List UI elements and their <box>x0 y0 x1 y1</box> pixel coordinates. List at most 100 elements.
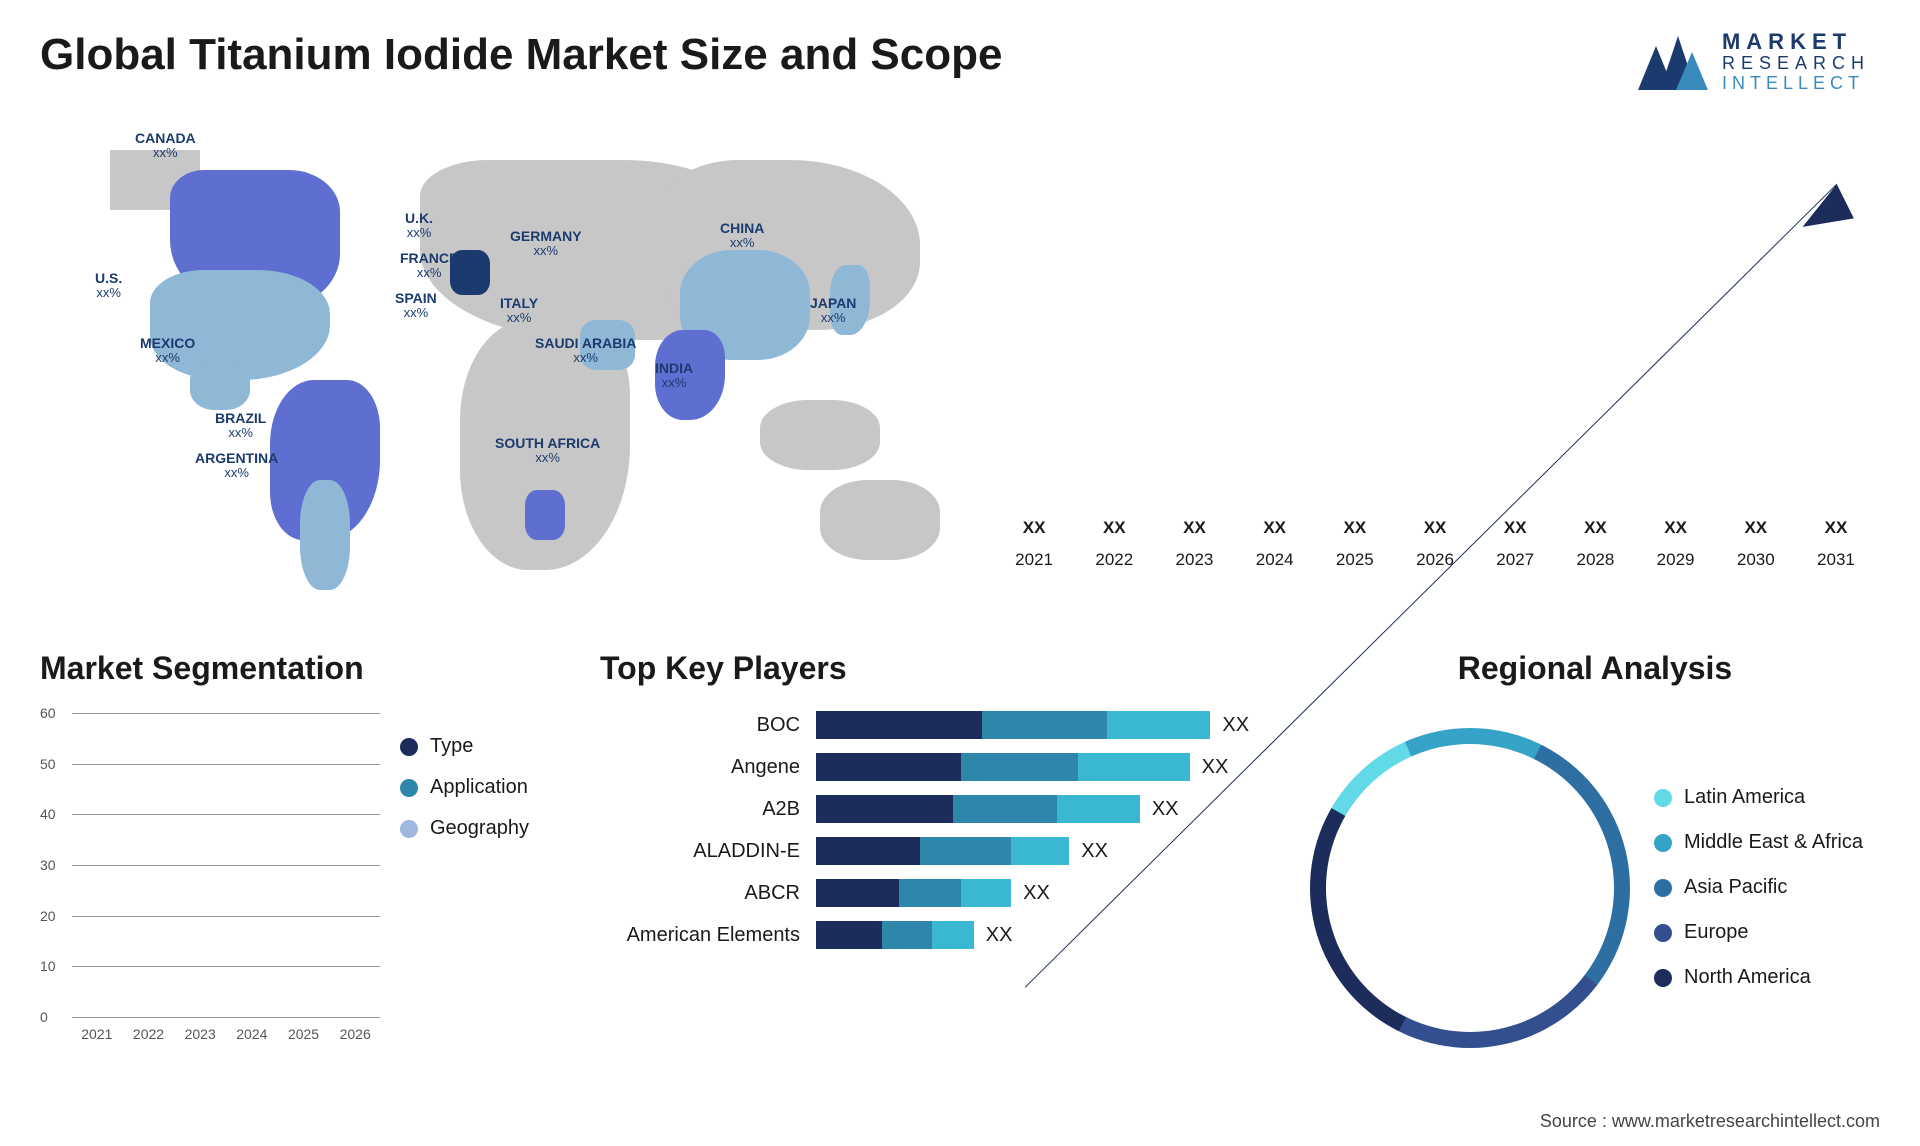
map-country-label: SAUDI ARABIAxx% <box>535 335 636 366</box>
panel-title: Top Key Players <box>600 650 1280 687</box>
map-landmass <box>300 480 350 590</box>
segmentation-panel: Market Segmentation 01020304050602021202… <box>40 650 570 1070</box>
keyplayers-panel: Top Key Players BOCXXAngeneXXA2BXXALADDI… <box>600 650 1280 1070</box>
forecast-bar-value: XX <box>1023 518 1046 538</box>
seg-bar-group: 2024 <box>231 1020 273 1042</box>
forecast-bar-value: XX <box>1183 518 1206 538</box>
seg-bar-group: 2023 <box>179 1020 221 1042</box>
seg-bar-group: 2025 <box>283 1020 325 1042</box>
forecast-bar-value: XX <box>1744 518 1767 538</box>
forecast-bar-group: XX 2027 <box>1481 518 1549 570</box>
player-bar-segment <box>816 711 982 739</box>
map-country-label: ITALYxx% <box>500 295 538 326</box>
legend-label: Type <box>430 735 473 758</box>
legend-swatch-icon <box>400 820 418 838</box>
seg-bar-year: 2024 <box>236 1026 267 1042</box>
logo-mark-icon <box>1638 34 1710 90</box>
forecast-bar-year: 2021 <box>1015 550 1053 570</box>
legend-item: Middle East & Africa <box>1654 831 1880 854</box>
forecast-bar-value: XX <box>1825 518 1848 538</box>
player-value: XX <box>1152 798 1179 821</box>
seg-bar-year: 2025 <box>288 1026 319 1042</box>
player-bar-segment <box>1057 795 1140 823</box>
player-row: ABCR XX <box>600 879 1280 907</box>
player-bar-segment <box>882 921 932 949</box>
legend-item: Europe <box>1654 921 1880 944</box>
source-label: Source : www.marketresearchintellect.com <box>1540 1111 1880 1132</box>
legend-swatch-icon <box>400 779 418 797</box>
map-country-label: ARGENTINAxx% <box>195 450 278 481</box>
player-name: ABCR <box>600 882 800 905</box>
forecast-bar-year: 2025 <box>1336 550 1374 570</box>
player-bar-wrap: XX <box>816 711 1280 739</box>
page-title: Global Titanium Iodide Market Size and S… <box>40 30 1880 80</box>
brand-logo: MARKET RESEARCH INTELLECT <box>1638 30 1870 94</box>
player-bar-wrap: XX <box>816 921 1280 949</box>
forecast-bar-year: 2029 <box>1657 550 1695 570</box>
forecast-bar-year: 2031 <box>1817 550 1855 570</box>
player-bar-wrap: XX <box>816 795 1280 823</box>
forecast-bar-year: 2024 <box>1256 550 1294 570</box>
legend-item: Type <box>400 735 570 758</box>
donut-hole <box>1326 744 1614 1032</box>
player-bar-segment <box>816 837 920 865</box>
segmentation-legend: TypeApplicationGeography <box>400 705 570 1070</box>
player-name: American Elements <box>600 924 800 947</box>
player-bar-segment <box>899 879 961 907</box>
player-bar-segment <box>816 753 961 781</box>
seg-ylabel: 60 <box>40 705 56 721</box>
player-name: ALADDIN-E <box>600 840 800 863</box>
legend-swatch-icon <box>1654 789 1672 807</box>
map-landmass <box>190 360 250 410</box>
map-country-label: CANADAxx% <box>135 130 196 161</box>
seg-bar-group: 2022 <box>128 1020 170 1042</box>
legend-label: North America <box>1684 966 1811 989</box>
player-name: A2B <box>600 798 800 821</box>
player-bar-segment <box>1107 711 1211 739</box>
forecast-bar-value: XX <box>1103 518 1126 538</box>
seg-bar-year: 2026 <box>340 1026 371 1042</box>
forecast-bar-value: XX <box>1504 518 1527 538</box>
player-bar-wrap: XX <box>816 753 1280 781</box>
map-country-label: MEXICOxx% <box>140 335 195 366</box>
seg-ylabel: 50 <box>40 756 56 772</box>
legend-label: Latin America <box>1684 786 1805 809</box>
player-bar <box>816 837 1069 865</box>
map-landmass <box>525 490 565 540</box>
seg-bar-year: 2022 <box>133 1026 164 1042</box>
legend-label: Middle East & Africa <box>1684 831 1863 854</box>
player-row: ALADDIN-E XX <box>600 837 1280 865</box>
regional-donut-chart <box>1310 728 1630 1048</box>
player-bar-segment <box>953 795 1057 823</box>
forecast-bar-year: 2027 <box>1496 550 1534 570</box>
player-bar <box>816 795 1140 823</box>
logo-line: MARKET <box>1722 30 1870 54</box>
forecast-bar-value: XX <box>1263 518 1286 538</box>
legend-label: Geography <box>430 817 529 840</box>
legend-item: Latin America <box>1654 786 1880 809</box>
player-bar-segment <box>816 879 899 907</box>
player-bar-wrap: XX <box>816 837 1280 865</box>
player-bar-segment <box>920 837 1011 865</box>
legend-label: Asia Pacific <box>1684 876 1787 899</box>
player-bar-segment <box>982 711 1107 739</box>
segmentation-chart: 0102030405060202120222023202420252026 <box>40 705 380 1070</box>
legend-swatch-icon <box>1654 969 1672 987</box>
forecast-bar-group: XX2030 <box>1722 518 1790 570</box>
player-value: XX <box>1202 756 1229 779</box>
map-country-label: SOUTH AFRICAxx% <box>495 435 600 466</box>
map-country-label: FRANCExx% <box>400 250 458 281</box>
forecast-bar-group: XX2028 <box>1561 518 1629 570</box>
player-bar-wrap: XX <box>816 879 1280 907</box>
seg-ylabel: 0 <box>40 1009 48 1025</box>
map-country-label: BRAZILxx% <box>215 410 266 441</box>
forecast-bar-group: XX 2022 <box>1080 518 1148 570</box>
forecast-bar-group: XX2023 <box>1160 518 1228 570</box>
legend-swatch-icon <box>1654 834 1672 852</box>
player-bar-segment <box>961 753 1077 781</box>
legend-swatch-icon <box>1654 879 1672 897</box>
forecast-bar-group: XX2026 <box>1401 518 1469 570</box>
forecast-bar-year: 2022 <box>1095 550 1133 570</box>
map-country-label: JAPANxx% <box>810 295 856 326</box>
forecast-bar-value: XX <box>1584 518 1607 538</box>
